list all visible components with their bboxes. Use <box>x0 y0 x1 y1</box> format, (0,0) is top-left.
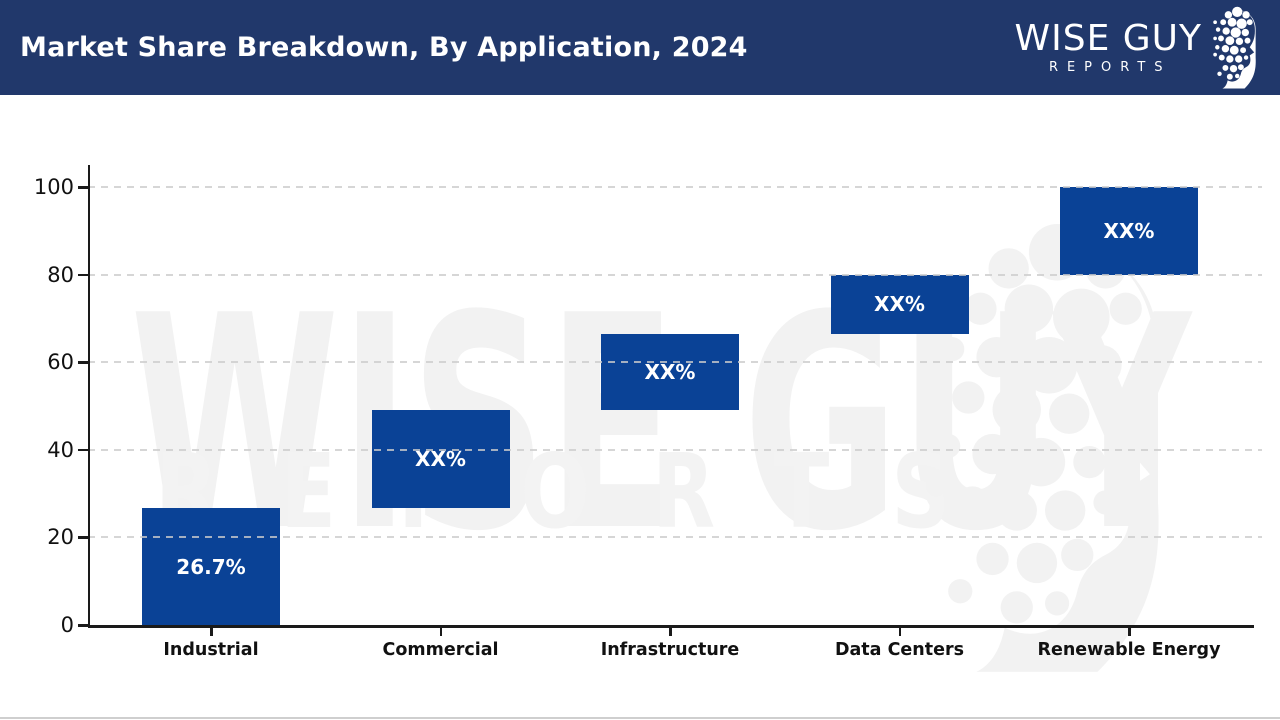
wiseguy-logo-text: WISE GUY REPORTS <box>1014 17 1203 75</box>
bar-value-label: XX% <box>1103 218 1155 243</box>
x-axis-line <box>88 625 1254 628</box>
x-tick-1 <box>439 627 442 636</box>
y-tick-label-20: 20 <box>47 525 74 550</box>
bar-value-label: XX% <box>644 360 696 385</box>
category-label-0: Industrial <box>163 640 259 660</box>
x-tick-3 <box>898 627 901 636</box>
y-tick-20 <box>78 536 88 539</box>
wiseguy-head-watermark-icon <box>845 220 1245 680</box>
bar-industrial: 26.7% <box>142 508 280 625</box>
bar-value-label: 26.7% <box>176 554 246 579</box>
x-tick-0 <box>210 627 213 636</box>
y-tick-label-100: 100 <box>33 175 74 199</box>
bar-value-label: XX% <box>415 447 466 472</box>
chart-title: Market Share Breakdown, By Application, … <box>20 32 748 63</box>
y-tick-40 <box>78 448 88 452</box>
bar-renewable-energy: XX% <box>1060 187 1198 275</box>
category-label-2: Infrastructure <box>600 640 740 660</box>
logo-wordmark: WISE GUY <box>1014 17 1202 59</box>
y-tick-label-60: 60 <box>47 350 74 375</box>
header: Market Share Breakdown, By Application, … <box>0 0 1280 95</box>
category-label-4: Renewable Energy <box>1037 640 1221 660</box>
wiseguy-head-logo-icon <box>1204 6 1266 90</box>
y-axis-spine <box>88 165 90 627</box>
bar-infrastructure: XX% <box>601 333 739 411</box>
watermark-subtext: REPORTS <box>155 433 1013 552</box>
bar-commercial: XX% <box>371 410 510 509</box>
x-tick-2 <box>669 627 672 636</box>
category-label-1: Commercial <box>382 640 499 660</box>
bar-value-label: XX% <box>874 292 925 317</box>
y-tick-label-80: 80 <box>47 262 74 287</box>
y-tick-0 <box>78 624 88 627</box>
wiseguy-logo: WISE GUY REPORTS <box>1015 6 1267 90</box>
bar-data-centers: XX% <box>830 274 969 334</box>
y-tick-80 <box>78 273 88 277</box>
x-tick-4 <box>1128 627 1131 636</box>
y-tick-label-40: 40 <box>47 437 74 462</box>
y-tick-60 <box>78 361 88 364</box>
y-tick-100 <box>78 186 88 189</box>
y-tick-label-0: 0 <box>60 613 74 637</box>
category-label-3: Data Centers <box>834 640 965 660</box>
bottom-border <box>0 717 1280 719</box>
logo-subtext: REPORTS <box>1048 59 1172 75</box>
